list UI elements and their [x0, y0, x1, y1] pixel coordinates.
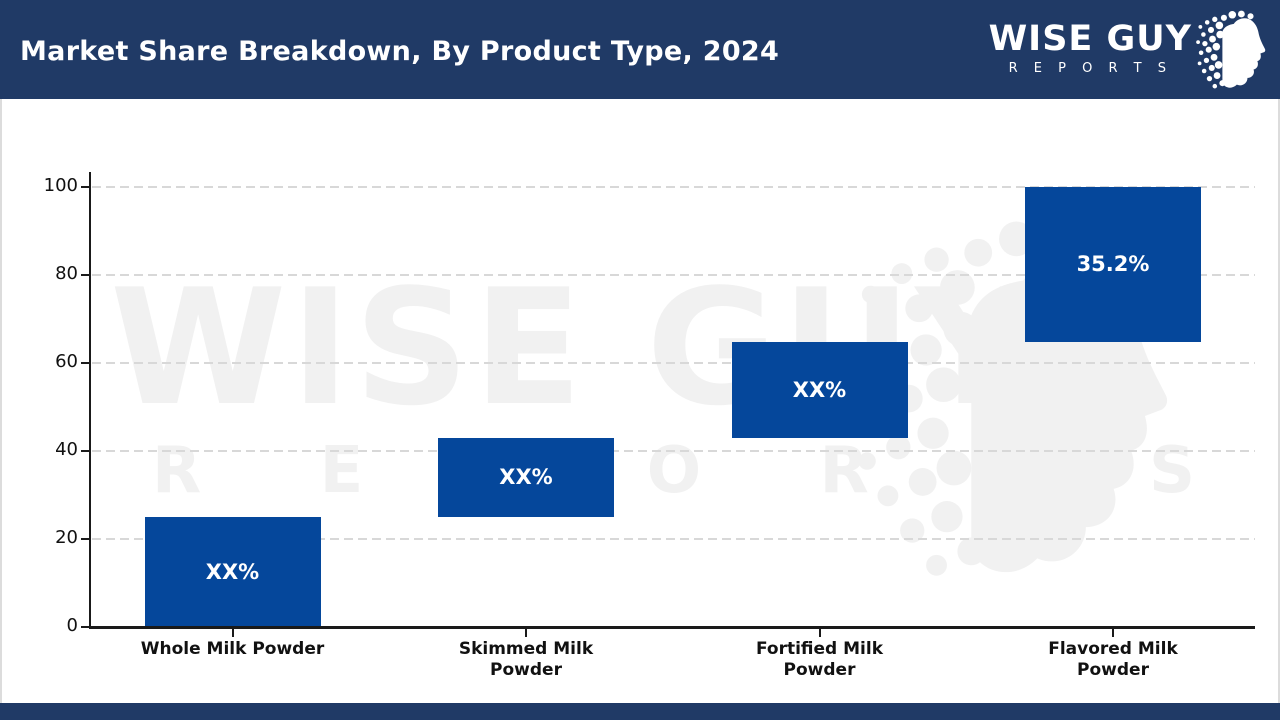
y-tick-mark: [81, 186, 90, 188]
y-tick-mark: [81, 538, 90, 540]
bar-value-label: XX%: [792, 377, 847, 402]
y-tick-mark: [81, 450, 90, 452]
y-tick-mark: [81, 274, 90, 276]
x-category-label: Fortified Milk Powder: [755, 639, 884, 680]
gridline: [92, 274, 1255, 276]
bar-segment: 35.2%: [1025, 187, 1201, 342]
y-tick-label: 80: [55, 263, 78, 284]
bar-value-label: 35.2%: [1076, 252, 1150, 277]
x-tick-mark: [231, 629, 234, 637]
bar-value-label: XX%: [205, 560, 260, 584]
x-axis-line: [89, 626, 1255, 629]
logo-wordmark: WISE GUY: [988, 19, 1192, 59]
logo-subtext: R E P O R T S: [1008, 61, 1172, 76]
logo-head-icon: [1196, 10, 1266, 89]
x-tick-mark: [525, 629, 527, 637]
y-tick-mark: [81, 626, 90, 628]
x-tick-mark: [1112, 629, 1114, 637]
bar-segment: XX%: [144, 517, 321, 627]
y-tick-mark: [81, 362, 90, 364]
y-tick-label: 0: [66, 615, 78, 636]
y-tick-label: 40: [55, 439, 78, 460]
chart-title: Market Share Breakdown, By Product Type,…: [20, 36, 780, 67]
gridline: [92, 538, 1255, 540]
header-band: Market Share Breakdown, By Product Type,…: [0, 0, 1280, 99]
gridline: [92, 362, 1255, 364]
bar-segment: XX%: [438, 437, 614, 517]
gridline: [92, 186, 1255, 188]
logo-text: WISE GUY R E P O R T S: [989, 20, 1192, 78]
y-tick-label: 100: [43, 175, 78, 196]
bar-value-label: XX%: [499, 465, 553, 490]
y-tick-label: 60: [55, 351, 78, 372]
x-category-label: Skimmed Milk Powder: [458, 639, 594, 680]
y-tick-label: 20: [55, 527, 78, 548]
footer-band: [0, 703, 1280, 720]
y-axis-line: [89, 172, 91, 629]
gridline: [92, 450, 1255, 452]
x-category-label: Whole Milk Powder: [140, 639, 325, 659]
bar-segment: XX%: [731, 341, 908, 438]
x-tick-mark: [818, 629, 821, 637]
wiseguy-logo: WISE GUY R E P O R T S: [989, 6, 1270, 94]
x-category-label: Flavored Milk Powder: [1048, 639, 1178, 680]
